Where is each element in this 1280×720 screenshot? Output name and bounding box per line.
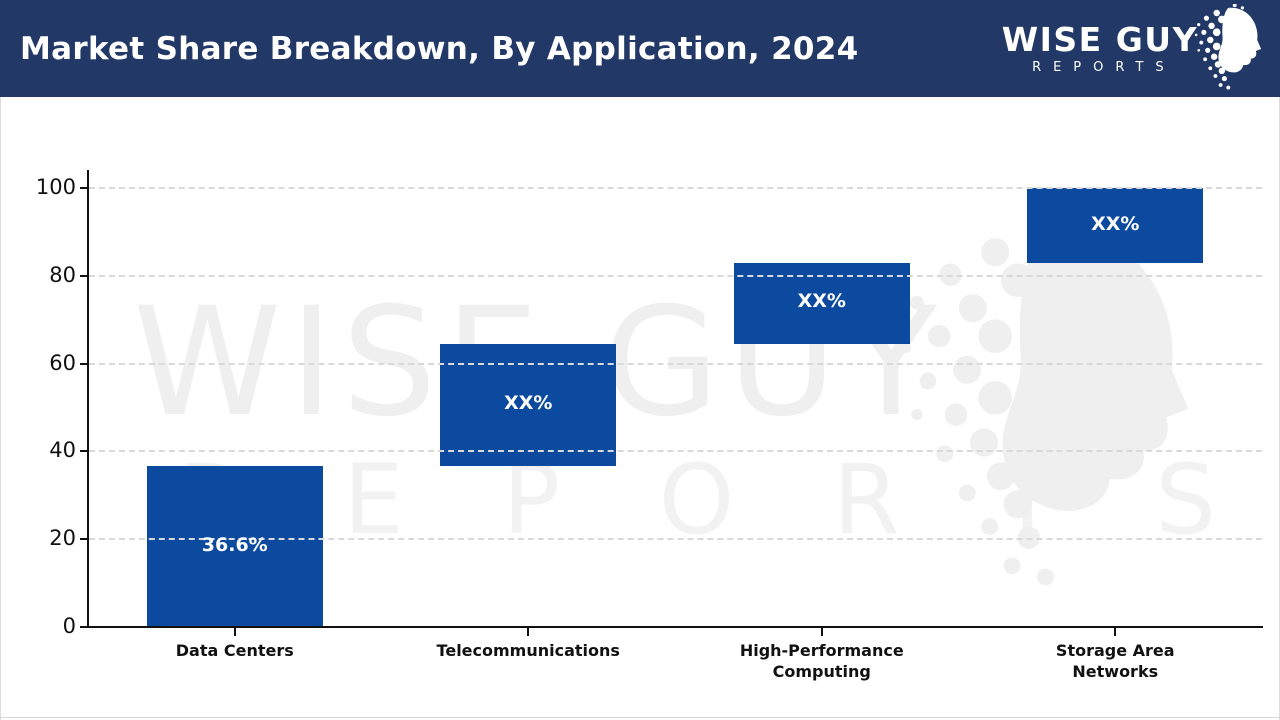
y-tick-label-60: 60 — [49, 350, 76, 375]
bar-segment — [146, 466, 323, 627]
x-tick — [233, 628, 236, 636]
gridline-40 — [89, 450, 1262, 453]
x-tick — [820, 628, 823, 636]
x-category-label: Data Centers — [175, 641, 294, 660]
gridline-60 — [89, 362, 1262, 365]
page-bottom-border — [0, 717, 1280, 718]
y-tick-label-100: 100 — [35, 175, 76, 199]
brand-name: WISE GUY — [1001, 20, 1198, 59]
gridline-20 — [89, 538, 1262, 541]
x-category-label: Storage Area Networks — [1055, 641, 1175, 681]
y-tick-label-20: 20 — [49, 526, 76, 551]
brand-logo: WISE GUY REPORTS — [1002, 3, 1272, 94]
bar-segment — [1027, 188, 1204, 264]
y-tick-20 — [80, 538, 88, 541]
y-axis-line — [87, 170, 89, 628]
y-tick-80 — [80, 274, 88, 277]
watermark-dotted-head-icon — [900, 213, 1189, 586]
brand-subname: REPORTS — [1032, 60, 1176, 75]
page-title: Market Share Breakdown, By Application, … — [20, 30, 859, 67]
bar-value-label: XX% — [1091, 212, 1140, 235]
y-tick-label-0: 0 — [62, 614, 76, 638]
y-tick-100 — [80, 187, 88, 189]
y-tick-40 — [80, 450, 88, 453]
x-tick — [1114, 628, 1117, 636]
gridline-80 — [89, 274, 1262, 277]
brand-logo-text: WISE GUY REPORTS — [1002, 23, 1198, 74]
header-bar: Market Share Breakdown, By Application, … — [0, 0, 1280, 97]
y-tick-0 — [80, 626, 88, 628]
bar-value-label: XX% — [797, 290, 846, 313]
y-tick-label-40: 40 — [49, 438, 76, 463]
x-category-label: High-Performance Computing — [739, 641, 904, 681]
bar-value-label: XX% — [504, 392, 553, 415]
x-axis-line — [87, 626, 1263, 628]
y-tick-label-80: 80 — [49, 262, 76, 287]
x-category-label: Telecommunications — [436, 641, 620, 660]
gridline-100 — [89, 187, 1262, 189]
dotted-head-logo-icon — [1194, 3, 1262, 89]
x-tick — [527, 628, 530, 636]
y-tick-60 — [80, 362, 88, 365]
bar-value-label: 36.6% — [201, 533, 268, 556]
